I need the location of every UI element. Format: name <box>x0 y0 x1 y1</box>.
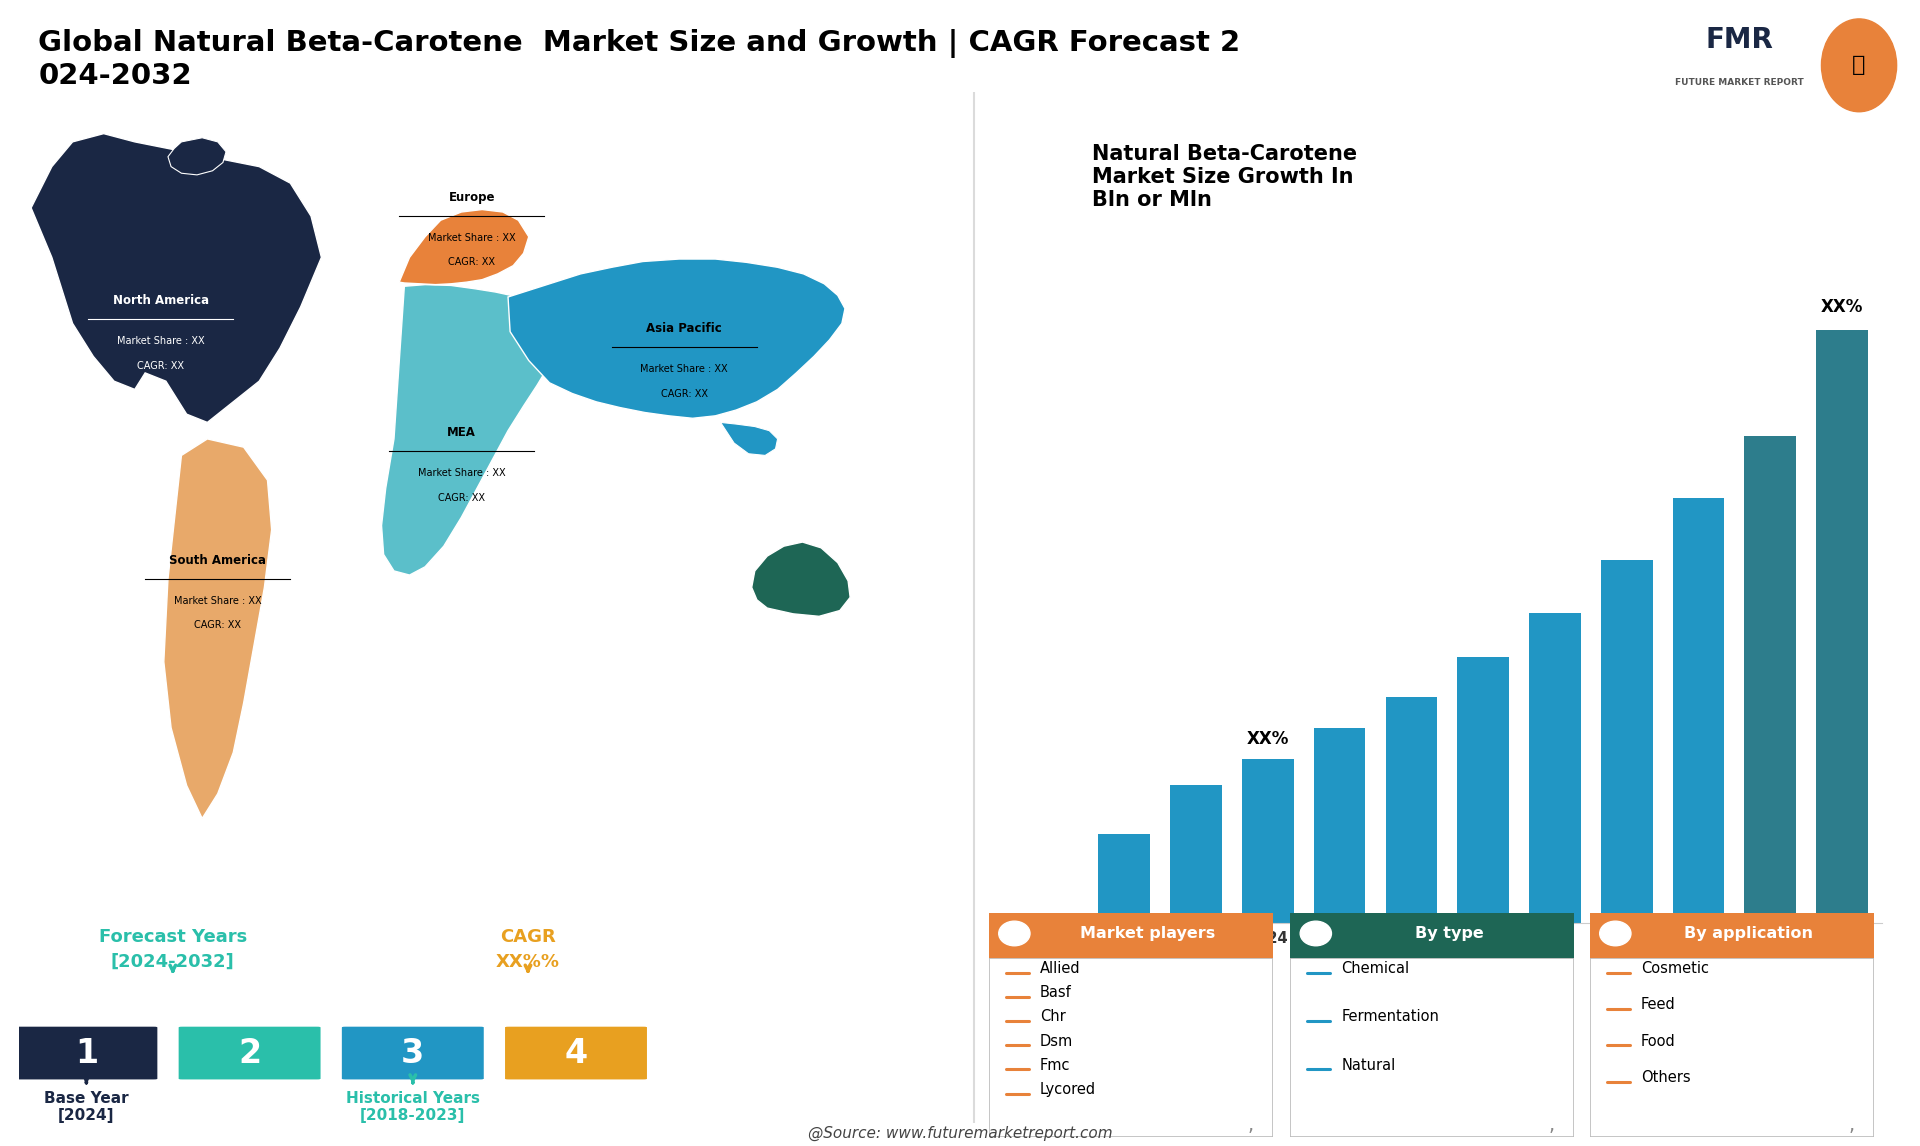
Text: South America: South America <box>169 554 267 567</box>
Text: Market Share : XX: Market Share : XX <box>117 336 205 346</box>
Text: FUTURE MARKET REPORT: FUTURE MARKET REPORT <box>1674 78 1803 87</box>
Text: CAGR: XX: CAGR: XX <box>136 361 184 370</box>
FancyBboxPatch shape <box>1590 958 1874 1137</box>
Text: Fermentation: Fermentation <box>1342 1010 1440 1025</box>
Text: XX%%: XX%% <box>495 952 561 971</box>
Text: [2024]: [2024] <box>58 1108 115 1123</box>
FancyBboxPatch shape <box>989 958 1273 1137</box>
Text: Base Year: Base Year <box>44 1091 129 1106</box>
Text: [2024-2032]: [2024-2032] <box>111 952 234 971</box>
Polygon shape <box>382 284 564 575</box>
Text: Feed: Feed <box>1642 997 1676 1012</box>
Bar <box>1313 728 1365 923</box>
FancyBboxPatch shape <box>177 1026 321 1081</box>
Text: CAGR: XX: CAGR: XX <box>447 258 495 267</box>
Text: Forecast Years: Forecast Years <box>98 928 248 947</box>
Bar <box>1672 497 1724 923</box>
Text: Market Share : XX: Market Share : XX <box>175 596 261 606</box>
FancyBboxPatch shape <box>1584 909 1880 958</box>
Circle shape <box>1300 921 1331 945</box>
Text: Basf: Basf <box>1041 986 1071 1000</box>
Text: XX%: XX% <box>1246 730 1288 748</box>
Text: Fmc: Fmc <box>1041 1058 1071 1073</box>
Text: Chr: Chr <box>1041 1010 1066 1025</box>
Polygon shape <box>753 542 851 617</box>
Text: Market Share : XX: Market Share : XX <box>428 233 516 243</box>
Text: Europe: Europe <box>449 190 495 204</box>
Bar <box>1745 435 1797 923</box>
Bar <box>1457 657 1509 923</box>
Text: FMR: FMR <box>1705 25 1774 54</box>
Polygon shape <box>167 138 227 175</box>
Bar <box>1242 759 1294 923</box>
FancyBboxPatch shape <box>503 1026 649 1081</box>
Bar <box>1816 330 1868 923</box>
Circle shape <box>1599 921 1630 945</box>
Bar <box>1528 613 1580 923</box>
Polygon shape <box>163 439 271 818</box>
Text: Market Share : XX: Market Share : XX <box>417 468 505 478</box>
Text: Cosmetic: Cosmetic <box>1642 961 1709 976</box>
Polygon shape <box>399 210 528 284</box>
Text: Natural: Natural <box>1342 1058 1396 1073</box>
FancyBboxPatch shape <box>13 1026 157 1081</box>
Text: CAGR: XX: CAGR: XX <box>194 620 242 630</box>
Text: Chemical: Chemical <box>1342 961 1409 976</box>
Text: CAGR: CAGR <box>499 928 557 947</box>
Text: Global Natural Beta-Carotene  Market Size and Growth | CAGR Forecast 2
024-2032: Global Natural Beta-Carotene Market Size… <box>38 29 1240 91</box>
Bar <box>1169 785 1221 923</box>
Polygon shape <box>720 423 778 455</box>
Text: ,: , <box>1248 1115 1254 1135</box>
Text: Natural Beta-Carotene
Market Size Growth In
Bln or Mln: Natural Beta-Carotene Market Size Growth… <box>1092 143 1357 210</box>
Text: Food: Food <box>1642 1034 1676 1049</box>
Bar <box>1386 697 1438 923</box>
Text: 1: 1 <box>75 1037 98 1069</box>
Text: 3: 3 <box>401 1037 424 1069</box>
Text: By type: By type <box>1415 926 1484 941</box>
Text: CAGR: XX: CAGR: XX <box>660 388 708 399</box>
FancyBboxPatch shape <box>1290 958 1574 1137</box>
Bar <box>1601 559 1653 923</box>
Text: Lycored: Lycored <box>1041 1082 1096 1097</box>
Text: By application: By application <box>1684 926 1812 941</box>
Text: Historical Years: Historical Years <box>346 1091 480 1106</box>
Text: ,: , <box>1849 1115 1855 1135</box>
Text: [2018-2023]: [2018-2023] <box>361 1108 465 1123</box>
Text: North America: North America <box>113 293 209 307</box>
Text: Allied: Allied <box>1041 961 1081 976</box>
FancyBboxPatch shape <box>983 909 1279 958</box>
Text: ,: , <box>1549 1115 1555 1135</box>
Text: Market Share : XX: Market Share : XX <box>641 363 728 374</box>
Polygon shape <box>31 134 321 423</box>
Polygon shape <box>509 259 845 418</box>
Circle shape <box>998 921 1029 945</box>
FancyBboxPatch shape <box>340 1026 484 1081</box>
Text: Asia Pacific: Asia Pacific <box>647 322 722 335</box>
Text: 🦁: 🦁 <box>1853 55 1866 76</box>
Text: XX%: XX% <box>1820 298 1862 316</box>
Text: CAGR: XX: CAGR: XX <box>438 493 486 503</box>
Text: Others: Others <box>1642 1070 1690 1085</box>
Text: Market players: Market players <box>1081 926 1215 941</box>
Text: 4: 4 <box>564 1037 588 1069</box>
Bar <box>1098 834 1150 923</box>
FancyBboxPatch shape <box>1284 909 1580 958</box>
Text: @Source: www.futuremarketreport.com: @Source: www.futuremarketreport.com <box>808 1127 1112 1141</box>
Text: MEA: MEA <box>447 426 476 439</box>
Text: Dsm: Dsm <box>1041 1034 1073 1049</box>
Circle shape <box>1822 19 1897 112</box>
Text: 2: 2 <box>238 1037 261 1069</box>
